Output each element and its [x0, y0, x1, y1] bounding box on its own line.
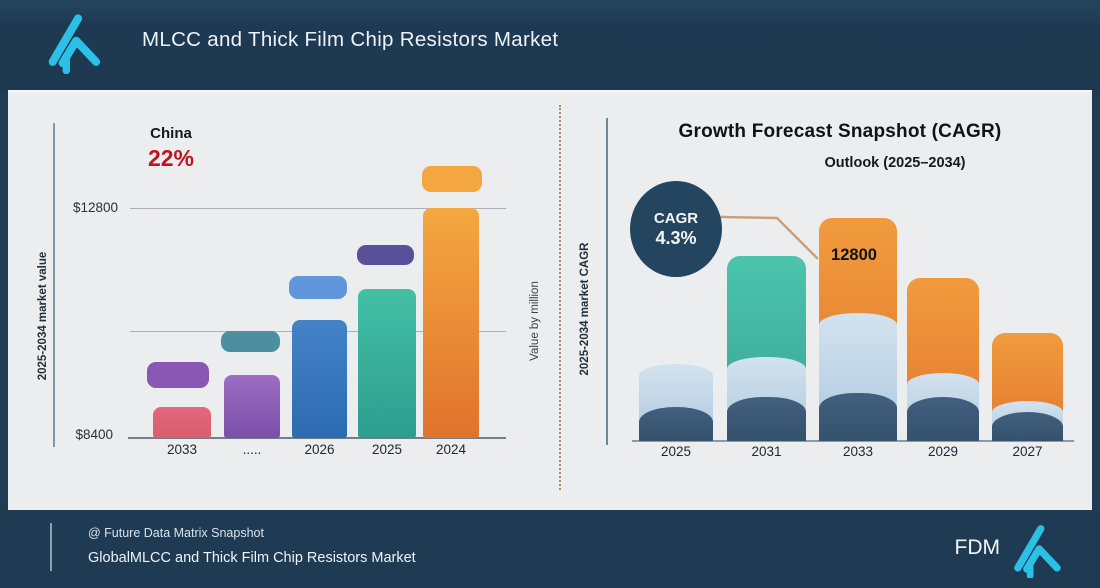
- left-bar-2024: [423, 208, 479, 438]
- left-bar-2025: [358, 289, 416, 438]
- right-y-axis-title: 2025-2034 market CAGR: [579, 242, 591, 376]
- right-x-label-2027: 2027: [1012, 444, 1043, 459]
- left-y-axis-title: 2025-2034 market value: [37, 251, 49, 381]
- panel-divider: [559, 105, 561, 490]
- right-x-axis-line: [632, 440, 1074, 442]
- right-bar-2033-base-segment: [819, 393, 897, 441]
- page-title: MLCC and Thick Film Chip Resistors Marke…: [142, 28, 559, 51]
- left-bar-.....: [224, 375, 280, 438]
- footer-report-title: GlobalMLCC and Thick Film Chip Resistors…: [88, 550, 416, 566]
- right-chart-title: Growth Forecast Snapshot (CAGR): [678, 121, 1002, 142]
- left-ytick-8400: $8400: [75, 427, 113, 442]
- left-x-label-.....: .....: [242, 442, 262, 457]
- right-y-axis-line: [606, 118, 608, 445]
- left-bar-cap-2025: [357, 244, 414, 266]
- right-chart-subtitle: Outlook (2025–2034): [824, 155, 966, 171]
- right-x-label-2025: 2025: [660, 444, 692, 459]
- left-bar-cap-2033: [147, 362, 209, 389]
- left-x-label-2025: 2025: [371, 442, 403, 457]
- footer-credit: @ Future Data Matrix Snapshot: [88, 526, 264, 540]
- left-bar-2026: [292, 320, 347, 438]
- fdm-logo-icon: [48, 14, 101, 74]
- footer-bar: @ Future Data Matrix Snapshot GlobalMLCC…: [0, 510, 1100, 588]
- cagr-callout-label: CAGR: [653, 209, 699, 227]
- left-right-side-axis-title: Value by million: [529, 281, 541, 361]
- right-bar-2025-base-segment: [639, 407, 713, 441]
- right-x-label-2033: 2033: [842, 444, 874, 459]
- right-bar-2027-base-segment: [992, 412, 1063, 441]
- left-x-label-2033: 2033: [166, 442, 198, 457]
- footer-brand-text: FDM: [954, 536, 1001, 559]
- right-x-label-2029: 2029: [927, 444, 959, 459]
- left-ytick-12800: $12800: [72, 200, 118, 215]
- left-x-axis-line: [128, 437, 506, 439]
- left-bar-cap-.....: [221, 330, 280, 352]
- left-annotation-percent: 22%: [147, 145, 195, 171]
- bar-data-label-12800: 12800: [831, 246, 877, 264]
- left-y-axis-line: [53, 123, 55, 447]
- left-bar-2033: [153, 406, 211, 438]
- charts-canvas: 2025-2034 market value $12800 $8400 Chin…: [8, 90, 1092, 510]
- right-bar-2031-base-segment: [727, 397, 806, 441]
- footer-divider-rule: [50, 523, 52, 571]
- left-bar-cap-2024: [422, 166, 482, 193]
- left-bar-cap-2026: [289, 275, 347, 300]
- header-bar: MLCC and Thick Film Chip Resistors Marke…: [0, 0, 1100, 90]
- left-x-label-2026: 2026: [304, 442, 335, 457]
- right-bar-2029-base-segment: [907, 397, 979, 441]
- callout-connector-line: [719, 215, 819, 260]
- right-x-label-2031: 2031: [751, 444, 782, 459]
- cagr-callout-badge: CAGR 4.3%: [630, 181, 722, 277]
- cagr-callout-value: 4.3%: [655, 227, 697, 248]
- fdm-logo-icon: [1014, 525, 1061, 578]
- left-gridline-top: [130, 208, 506, 209]
- left-x-label-2024: 2024: [435, 442, 467, 457]
- left-annotation-country: China: [150, 125, 192, 142]
